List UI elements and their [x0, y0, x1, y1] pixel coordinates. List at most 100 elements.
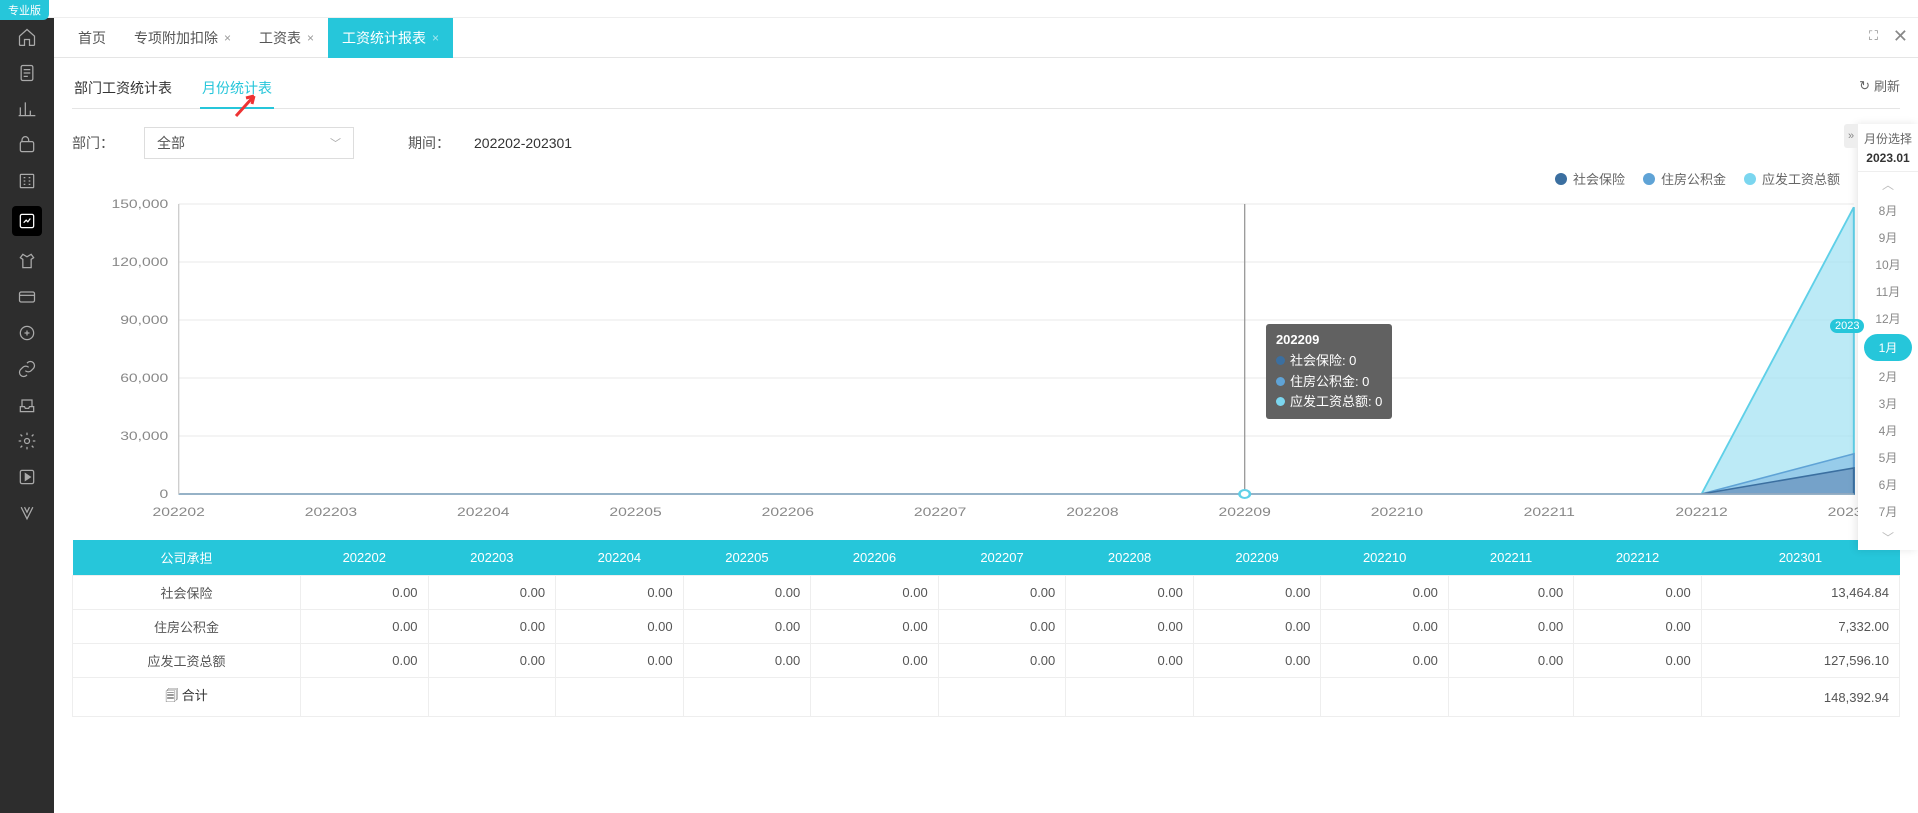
salary-chart[interactable]: 030,00060,00090,000120,000150,0002022022…	[74, 194, 1880, 524]
month-option[interactable]: 2月	[1858, 363, 1918, 390]
total-value: 148,392.94	[1701, 678, 1899, 717]
bag-icon[interactable]	[16, 134, 38, 156]
tab-工资表[interactable]: 工资表×	[245, 18, 328, 58]
cell: 0.00	[811, 576, 939, 610]
expand-icon[interactable]: ⛶	[1869, 28, 1878, 44]
cell: 0.00	[1321, 644, 1449, 678]
dept-value: 全部	[157, 133, 185, 153]
cell: 0.00	[428, 644, 556, 678]
cell: 0.00	[556, 610, 684, 644]
cell: 127,596.10	[1701, 644, 1899, 678]
tab-close-icon[interactable]: ×	[224, 31, 231, 45]
cell: 0.00	[938, 610, 1066, 644]
chart-icon[interactable]	[16, 98, 38, 120]
month-option[interactable]: 6月	[1858, 471, 1918, 498]
cell: 0.00	[1574, 576, 1702, 610]
dept-label: 部门：	[72, 133, 114, 153]
month-picker-title: 月份选择	[1858, 124, 1918, 149]
legend-label: 应发工资总额	[1762, 169, 1840, 188]
dept-select[interactable]: 全部 ﹀	[144, 127, 354, 159]
tab-工资统计报表[interactable]: 工资统计报表×	[328, 18, 453, 58]
svg-text:202203: 202203	[305, 505, 358, 519]
cell: 0.00	[1574, 610, 1702, 644]
stamp-icon[interactable]	[16, 322, 38, 344]
tab-close-icon[interactable]: ×	[432, 31, 439, 45]
month-up-icon[interactable]: ︿	[1858, 172, 1918, 197]
legend-label: 住房公积金	[1661, 169, 1726, 188]
svg-text:202209: 202209	[1218, 505, 1271, 519]
close-all-icon[interactable]: ✕	[1893, 26, 1908, 47]
sub-tabs: 部门工资统计表 月份统计表 ↻ 刷新	[72, 72, 1900, 109]
period-value: 202202-202301	[474, 135, 572, 151]
tab-专项附加扣除[interactable]: 专项附加扣除×	[120, 18, 245, 58]
table-row: 住房公积金0.000.000.000.000.000.000.000.000.0…	[73, 610, 1900, 644]
report-icon[interactable]	[12, 206, 42, 236]
svg-text:202211: 202211	[1524, 505, 1575, 519]
subtab-month[interactable]: 月份统计表	[200, 72, 274, 108]
cell: 0.00	[1193, 576, 1321, 610]
cell: 0.00	[683, 576, 811, 610]
total-label: 🗐 合计	[73, 678, 301, 717]
doc-icon[interactable]	[16, 62, 38, 84]
cell: 13,464.84	[1701, 576, 1899, 610]
cell: 0.00	[556, 576, 684, 610]
tray-icon[interactable]	[16, 394, 38, 416]
svg-text:202207: 202207	[914, 505, 967, 519]
month-picker[interactable]: » 月份选择 2023.01 ︿ 8月9月10月11月12月1月20232月3月…	[1858, 124, 1918, 550]
svg-text:202208: 202208	[1066, 505, 1119, 519]
legend-item[interactable]: 社会保险	[1555, 169, 1625, 188]
th-month: 202212	[1574, 540, 1702, 576]
month-option[interactable]: 1月	[1864, 334, 1912, 361]
month-option[interactable]: 11月	[1858, 278, 1918, 305]
legend-label: 社会保险	[1573, 169, 1625, 188]
page-tabs: 首页专项附加扣除×工资表×工资统计报表× ⛶ ✕	[54, 18, 1918, 58]
subtab-dept[interactable]: 部门工资统计表	[72, 72, 174, 108]
month-option[interactable]: 9月	[1858, 224, 1918, 251]
tab-close-icon[interactable]: ×	[307, 31, 314, 45]
building-icon[interactable]	[16, 170, 38, 192]
card-icon[interactable]	[16, 286, 38, 308]
row-name: 应发工资总额	[73, 644, 301, 678]
v-icon[interactable]	[16, 502, 38, 524]
th-month: 202203	[428, 540, 556, 576]
th-month: 202206	[811, 540, 939, 576]
shirt-icon[interactable]	[16, 250, 38, 272]
link-icon[interactable]	[16, 358, 38, 380]
svg-text:202206: 202206	[762, 505, 815, 519]
svg-text:202204: 202204	[457, 505, 510, 519]
cell: 0.00	[1321, 576, 1449, 610]
month-option[interactable]: 8月	[1858, 197, 1918, 224]
home-icon[interactable]	[16, 26, 38, 48]
th-month: 202205	[683, 540, 811, 576]
cell: 0.00	[1321, 610, 1449, 644]
th-month: 202211	[1448, 540, 1573, 576]
legend-item[interactable]: 应发工资总额	[1744, 169, 1840, 188]
collapse-icon[interactable]: »	[1844, 124, 1858, 148]
cell: 0.00	[1448, 610, 1573, 644]
cell: 0.00	[428, 610, 556, 644]
month-option[interactable]: 5月	[1858, 444, 1918, 471]
month-option[interactable]: 4月	[1858, 417, 1918, 444]
play-icon[interactable]	[16, 466, 38, 488]
cell: 0.00	[556, 644, 684, 678]
tab-首页[interactable]: 首页	[64, 18, 120, 58]
row-name: 社会保险	[73, 576, 301, 610]
month-option[interactable]: 7月	[1858, 498, 1918, 525]
th-month: 202210	[1321, 540, 1449, 576]
gear-icon[interactable]	[16, 430, 38, 452]
month-down-icon[interactable]: ﹀	[1858, 525, 1918, 550]
th-month: 202207	[938, 540, 1066, 576]
cell: 0.00	[1448, 644, 1573, 678]
cell: 0.00	[301, 576, 429, 610]
month-option[interactable]: 12月	[1858, 305, 1918, 332]
refresh-button[interactable]: ↻ 刷新	[1859, 76, 1900, 95]
month-option[interactable]: 10月	[1858, 251, 1918, 278]
cell: 0.00	[1448, 576, 1573, 610]
cell: 0.00	[938, 576, 1066, 610]
svg-text:202205: 202205	[609, 505, 662, 519]
svg-text:150,000: 150,000	[111, 197, 168, 211]
legend-item[interactable]: 住房公积金	[1643, 169, 1726, 188]
cell: 0.00	[1193, 610, 1321, 644]
cell: 0.00	[428, 576, 556, 610]
month-option[interactable]: 3月	[1858, 390, 1918, 417]
